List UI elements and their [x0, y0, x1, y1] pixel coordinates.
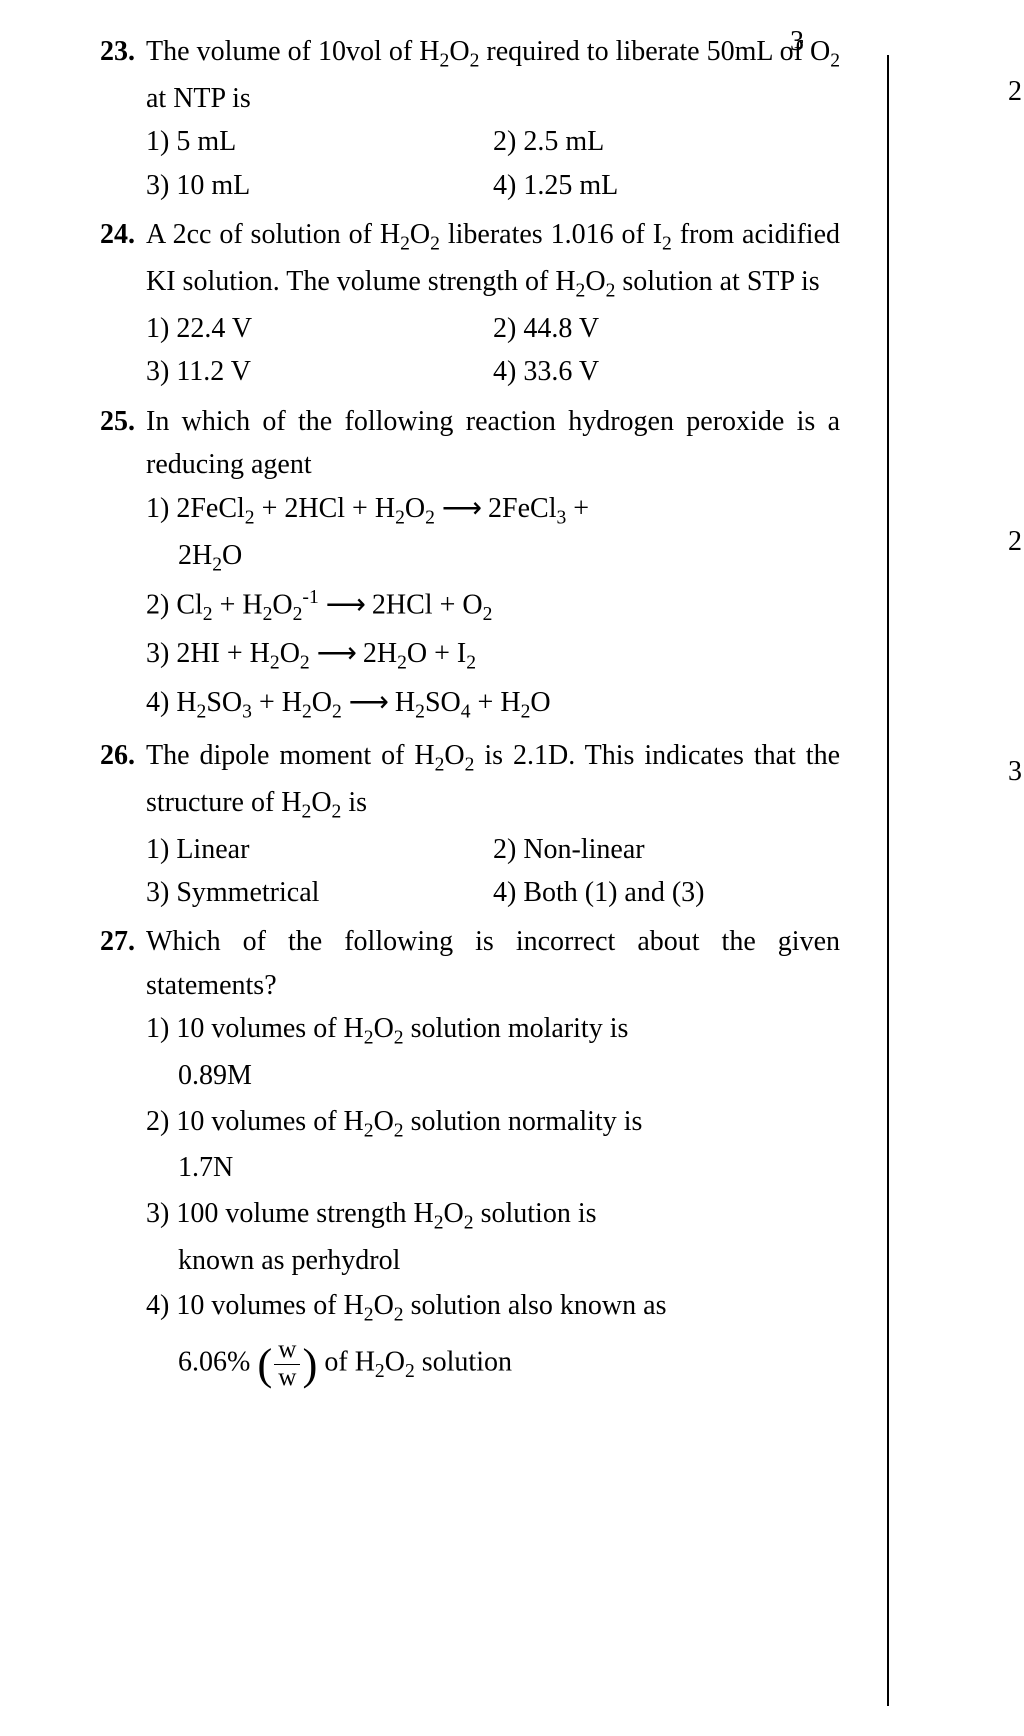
- option-3: 3) Symmetrical: [146, 871, 493, 914]
- option-2: 2) Cl2 + H2O2-1 ⟶ 2HCl + O2: [146, 583, 840, 630]
- options: 1) 22.4 V 2) 44.8 V 3) 11.2 V 4) 33.6 V: [146, 307, 840, 394]
- edge-number: 2: [1008, 520, 1022, 563]
- question-26: 26. The dipole moment of H2O2 is 2.1D. T…: [100, 734, 840, 915]
- option-4: 4) H2SO3 + H2O2 ⟶ H2SO4 + H2O: [146, 681, 840, 728]
- option-1: 1) 22.4 V: [146, 307, 493, 350]
- option-2: 2) 10 volumes of H2O2 solution normality…: [146, 1100, 840, 1190]
- question-27: 27. Which of the following is incorrect …: [100, 920, 840, 1391]
- question-number: 25.: [100, 400, 146, 487]
- option-1: 1) Linear: [146, 828, 493, 871]
- option-3: 3) 11.2 V: [146, 350, 493, 393]
- question-text: In which of the following reaction hydro…: [146, 400, 840, 487]
- question-number: 27.: [100, 920, 146, 1007]
- edge-number: 3: [1008, 750, 1022, 793]
- option-3: 3) 2HI + H2O2 ⟶ 2H2O + I2: [146, 632, 840, 679]
- options: 1) Linear 2) Non-linear 3) Symmetrical 4…: [146, 828, 840, 915]
- option-1: 1) 5 mL: [146, 120, 493, 163]
- option-4: 4) 33.6 V: [493, 350, 840, 393]
- question-text: The dipole moment of H2O2 is 2.1D. This …: [146, 734, 840, 828]
- question-number: 23.: [100, 30, 146, 120]
- question-24: 24. A 2cc of solution of H2O2 liberates …: [100, 213, 840, 394]
- option-3: 3) 100 volume strength H2O2 solution is …: [146, 1192, 840, 1282]
- option-4: 4) 1.25 mL: [493, 164, 840, 207]
- column-divider: [887, 55, 889, 1706]
- option-2: 2) Non-linear: [493, 828, 840, 871]
- question-23: 23. The volume of 10vol of H2O2 required…: [100, 30, 840, 207]
- edge-number: 2: [1008, 70, 1022, 113]
- option-4: 4) Both (1) and (3): [493, 871, 840, 914]
- option-2: 2) 2.5 mL: [493, 120, 840, 163]
- question-text: A 2cc of solution of H2O2 liberates 1.01…: [146, 213, 840, 307]
- page-number: 3: [790, 20, 804, 63]
- options: 1) 10 volumes of H2O2 solution molarity …: [146, 1007, 840, 1391]
- option-2: 2) 44.8 V: [493, 307, 840, 350]
- question-text: The volume of 10vol of H2O2 required to …: [146, 30, 840, 120]
- question-number: 24.: [100, 213, 146, 307]
- options: 1) 5 mL 2) 2.5 mL 3) 10 mL 4) 1.25 mL: [146, 120, 840, 207]
- option-3: 3) 10 mL: [146, 164, 493, 207]
- options: 1) 2FeCl2 + 2HCl + H2O2 ⟶ 2FeCl3 + 2H2O …: [146, 487, 840, 728]
- option-4: 4) 10 volumes of H2O2 solution also know…: [146, 1284, 840, 1391]
- question-text: Which of the following is incorrect abou…: [146, 920, 840, 1007]
- question-25: 25. In which of the following reaction h…: [100, 400, 840, 728]
- option-1: 1) 10 volumes of H2O2 solution molarity …: [146, 1007, 840, 1097]
- question-number: 26.: [100, 734, 146, 828]
- question-column: 23. The volume of 10vol of H2O2 required…: [100, 30, 840, 1391]
- option-1: 1) 2FeCl2 + 2HCl + H2O2 ⟶ 2FeCl3 + 2H2O: [146, 487, 840, 581]
